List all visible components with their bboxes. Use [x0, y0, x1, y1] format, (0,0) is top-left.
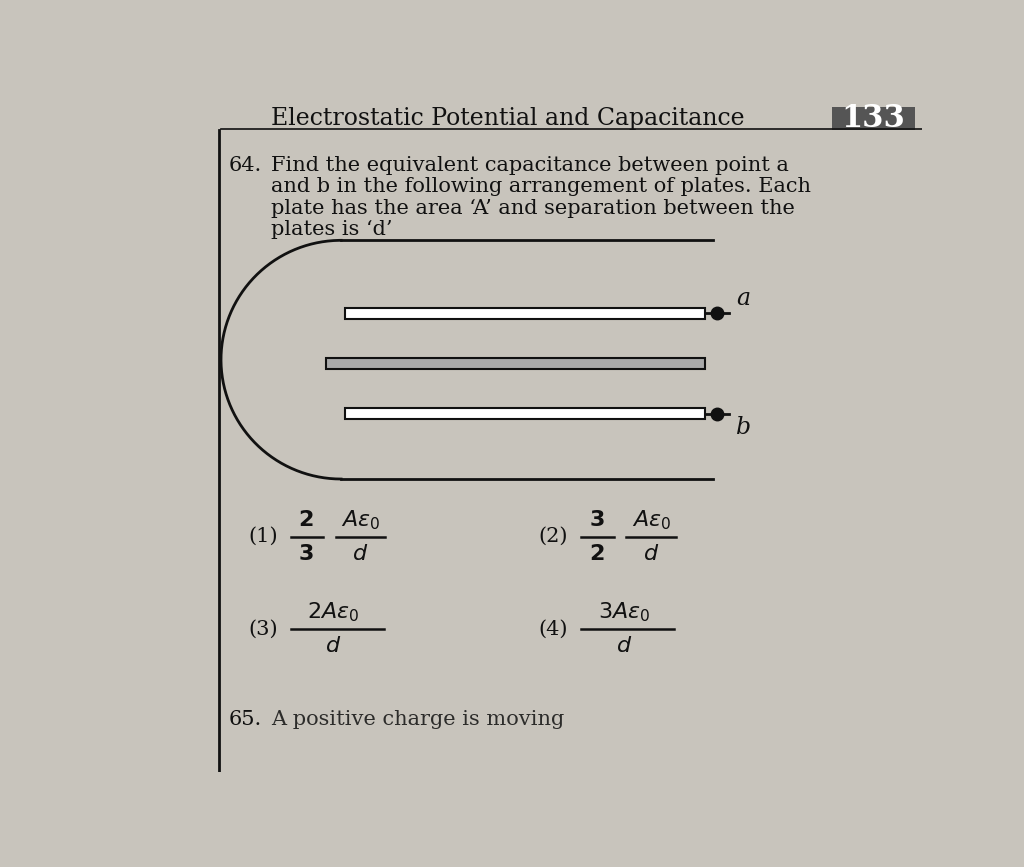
Bar — [345, 308, 706, 319]
Text: $d$: $d$ — [326, 636, 341, 656]
Text: $d$: $d$ — [643, 544, 659, 564]
Text: $\mathbf{3}$: $\mathbf{3}$ — [298, 544, 314, 564]
Text: and b in the following arrangement of plates. Each: and b in the following arrangement of pl… — [271, 177, 811, 196]
Bar — [345, 408, 706, 419]
Text: 64.: 64. — [228, 156, 262, 174]
Text: $A\varepsilon_0$: $A\varepsilon_0$ — [341, 508, 380, 531]
Text: (1): (1) — [248, 527, 278, 546]
Text: $A\varepsilon_0$: $A\varepsilon_0$ — [632, 508, 671, 531]
Text: $\mathbf{3}$: $\mathbf{3}$ — [589, 510, 605, 530]
Text: (4): (4) — [539, 620, 568, 639]
Bar — [326, 358, 706, 369]
Text: Find the equivalent capacitance between point a: Find the equivalent capacitance between … — [271, 156, 790, 174]
Text: 65.: 65. — [228, 710, 262, 729]
Text: $d$: $d$ — [615, 636, 632, 656]
Bar — [831, 108, 915, 130]
Text: plate has the area ‘A’ and separation between the: plate has the area ‘A’ and separation be… — [271, 199, 796, 218]
Text: $\mathbf{2}$: $\mathbf{2}$ — [589, 544, 604, 564]
Text: a: a — [736, 287, 751, 310]
Text: (3): (3) — [248, 620, 278, 639]
Text: $2A\varepsilon_0$: $2A\varepsilon_0$ — [307, 601, 359, 624]
Text: A positive charge is moving: A positive charge is moving — [271, 710, 564, 729]
Text: $3A\varepsilon_0$: $3A\varepsilon_0$ — [598, 601, 650, 624]
Text: (2): (2) — [539, 527, 568, 546]
Text: plates is ‘d’: plates is ‘d’ — [271, 220, 393, 239]
Text: 133: 133 — [842, 103, 905, 134]
Text: b: b — [736, 416, 752, 439]
Text: Electrostatic Potential and Capacitance: Electrostatic Potential and Capacitance — [271, 108, 744, 130]
Text: $\mathbf{2}$: $\mathbf{2}$ — [299, 510, 314, 530]
Text: $d$: $d$ — [352, 544, 369, 564]
